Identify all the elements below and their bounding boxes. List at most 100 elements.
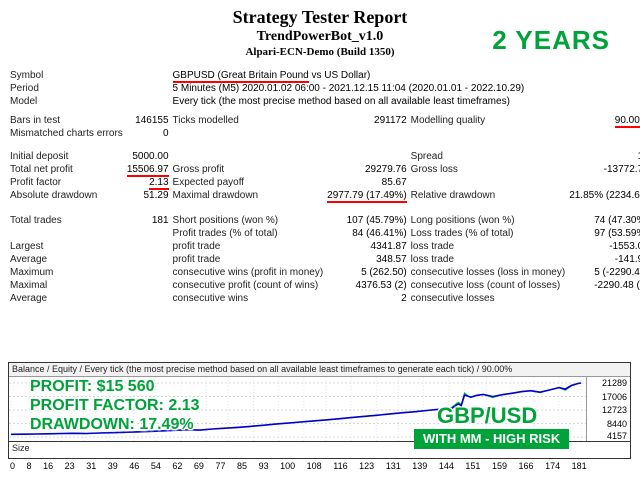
report-label: Period [8,82,125,95]
report-label: Profit trades (% of total) [171,227,326,240]
report-value: 5 (-2290.48) [567,266,640,279]
report-label: Absolute drawdown [8,189,125,202]
x-axis-label: 131 [385,461,401,471]
report-text: Average [10,293,48,304]
report-text: Gross profit [172,164,225,175]
report-text: -13772.79 [603,164,640,175]
report-value: 2 [325,292,409,305]
report-text: Profit factor [10,177,62,188]
x-axis-label: 0 [10,461,16,471]
report-label: Long positions (won %) [409,214,568,227]
report-text: 51.29 [143,190,169,201]
report-text: Initial deposit [10,151,69,162]
y-axis-label: 12723 [601,405,627,415]
report-label [409,176,568,189]
report-value: 291172 [325,114,409,127]
report-text: Period [10,83,39,94]
report-row: Maximal consecutive profit (count of wins… [8,279,640,292]
report-value: -141.99 [567,253,640,266]
server-build: Alpari-ECN-Demo (Build 1350) [245,46,395,58]
report-value [125,240,171,253]
report-text: profit trade [172,241,221,252]
promo-drawdown-text: DRAWDOWN: 17.49% [30,416,194,433]
report-value: -2290.48 (5) [567,279,640,292]
promo-currency-pair: GBP/USD [437,403,538,428]
promo-profit-factor-text: PROFIT FACTOR: 2.13 [30,397,200,414]
report-label: consecutive profit (count of wins) [171,279,326,292]
red-underline-mark: 15506.97 [126,164,169,177]
report-row: Symbol GBPUSD (Great Britain Pound vs US … [8,69,640,83]
report-text: Short positions (won %) [172,215,279,226]
report-text: Relative drawdown [410,190,496,201]
report-value: GBPUSD (Great Britain Pound vs US Dollar… [171,69,640,83]
report-label: Model [8,95,125,108]
x-axis-label: 174 [545,461,561,471]
report-text: consecutive losses (loss in money) [410,267,566,278]
report-label: consecutive wins [171,292,326,305]
report-text: Absolute drawdown [10,190,98,201]
report-text: 4341.87 [370,241,407,252]
report-text: 84 (46.41%) [352,228,407,239]
report-label: Loss trades (% of total) [409,227,568,240]
x-axis-label: 31 [86,461,97,471]
report-text: Long positions (won %) [410,215,515,226]
report-label: Mismatched charts errors [8,127,125,140]
report-value: 4341.87 [325,240,409,253]
report-row: Bars in test 146155 Ticks modelled 291172 Mo… [8,114,640,128]
report-value: 4376.53 (2) [325,279,409,292]
report-value: 107 (45.79%) [325,214,409,227]
report-row: Mismatched charts errors 0 [8,127,640,140]
report-text: 10 [638,151,640,162]
report-label: Maximum [8,266,125,279]
report-label [409,127,568,140]
report-value: 74 (47.30%) [567,214,640,227]
report-header: Strategy Tester Report TrendPowerBot_v1.… [0,0,640,59]
report-text: Maximum [10,267,54,278]
report-text: consecutive wins [172,293,249,304]
report-text: 2 [401,293,407,304]
report-label: loss trade [409,240,568,253]
report-title: Strategy Tester Report [232,7,408,27]
report-value: 2.13 [125,176,171,190]
report-value [125,227,171,240]
report-value: 84 (46.41%) [325,227,409,240]
report-label: Average [8,292,125,305]
y-axis-label: 4157 [606,431,627,441]
x-axis-label: 166 [518,461,534,471]
report-label: consecutive loss (count of losses) [409,279,568,292]
report-row: Average consecutive wins 2 consecutive loss… [8,292,640,305]
report-label: Average [8,253,125,266]
report-row: Profit factor 2.13 Expected payoff 85.67 [8,176,640,190]
report-text: Expected payoff [172,177,245,188]
report-label [171,150,326,163]
report-value [125,82,171,95]
report-text: 348.57 [376,254,407,265]
report-text: 5 (262.50) [361,267,407,278]
report-text: 74 (47.30%) [594,215,640,226]
report-label: Modelling quality [409,114,568,127]
report-text: loss trade [410,241,455,252]
report-text: 5 Minutes (M5) 2020.01.02 06:00 - 2021.1… [172,83,525,94]
balance-line [10,382,582,436]
report-text: -141.99 [614,254,640,265]
report-value [125,279,171,292]
report-text: Gross loss [410,164,458,175]
report-text: Largest [10,241,44,252]
report-text: Profit trades (% of total) [172,228,278,239]
report-text: Total trades [10,215,62,226]
red-underline-mark: GBPUSD (Great Britain Pound [172,70,309,83]
report-text: 29279.76 [364,164,407,175]
x-axis-label: 151 [465,461,481,471]
report-label: consecutive losses [409,292,568,305]
promo-stats-overlay: PROFIT: $15 560 PROFIT FACTOR: 2.13 DRAW… [30,377,200,434]
report-value [325,150,409,163]
report-label: profit trade [171,253,326,266]
report-label: Gross profit [171,163,326,176]
x-axis-label: 77 [215,461,226,471]
report-value: 5000.00 [125,150,171,163]
report-value: 0 [125,127,171,140]
report-label: consecutive wins (profit in money) [171,266,326,279]
report-text: 4376.53 (2) [355,280,407,291]
report-text: Average [10,254,48,265]
x-axis-labels: 0 8 16 23 31 39 46 54 62 69 77 85 93 100 108 116 123 131 1… [10,461,587,471]
